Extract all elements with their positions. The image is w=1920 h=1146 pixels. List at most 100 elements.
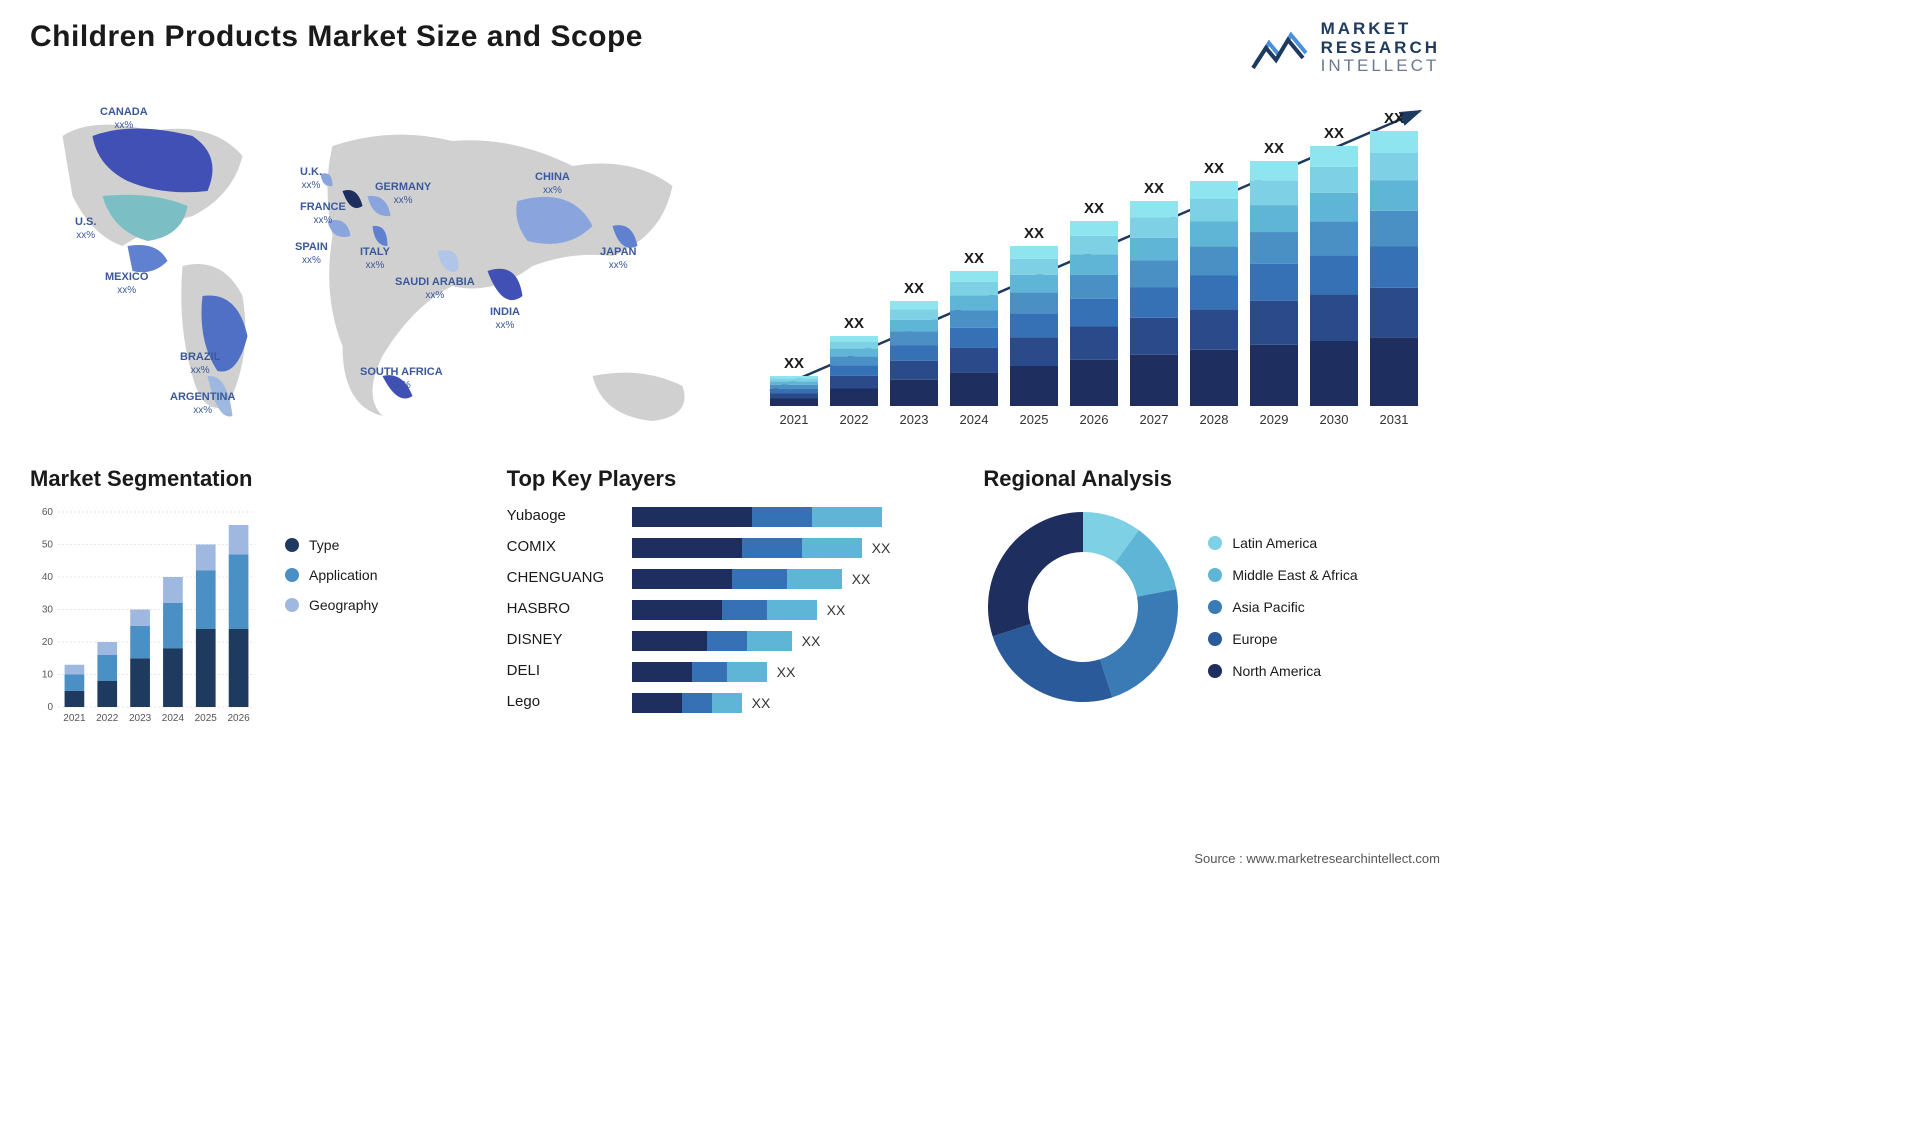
svg-text:2024: 2024 — [162, 713, 185, 724]
svg-text:XX: XX — [784, 355, 804, 372]
player-bar-row: XX — [632, 662, 891, 682]
map-label: INDIAxx% — [490, 306, 520, 332]
player-name: DISNEY — [507, 631, 617, 651]
svg-text:0: 0 — [47, 702, 53, 713]
segmentation-panel: Market Segmentation 0 10 20 30 40 50 60 2021 202… — [30, 466, 487, 727]
map-label: SPAINxx% — [295, 241, 328, 267]
bottom-row: Market Segmentation 0 10 20 30 40 50 60 2021 202… — [30, 466, 1440, 727]
players-panel: Top Key Players Yubaoge COMIX CHENGUANG HAS… — [507, 466, 964, 727]
player-value: XX — [777, 664, 796, 680]
player-name: DELI — [507, 662, 617, 682]
svg-text:2030: 2030 — [1320, 412, 1349, 427]
map-label: FRANCExx% — [300, 201, 346, 227]
player-name: CHENGUANG — [507, 569, 617, 589]
svg-text:2024: 2024 — [960, 412, 989, 427]
svg-text:2023: 2023 — [129, 713, 152, 724]
regional-title: Regional Analysis — [983, 466, 1440, 492]
growth-bar-chart: XX 2021 XX 2022 XX 2023 XX 2024 XX 2025 XX 2026 XX 20… — [755, 96, 1440, 436]
map-label: SAUDI ARABIAxx% — [395, 276, 475, 302]
player-value: XX — [802, 633, 821, 649]
top-row: CANADAxx% U.S.xx% MEXICOxx% BRAZILxx% ARGENT… — [30, 96, 1440, 436]
player-bars: XXXXXXXXXXXX — [632, 507, 891, 713]
svg-text:30: 30 — [42, 605, 54, 616]
logo: MARKET RESEARCH INTELLECT — [1251, 20, 1440, 76]
player-value: XX — [872, 540, 891, 556]
legend-item: Type — [285, 537, 378, 553]
svg-text:10: 10 — [42, 670, 54, 681]
logo-text: MARKET RESEARCH INTELLECT — [1321, 20, 1440, 76]
source-text: Source : www.marketresearchintellect.com — [1194, 851, 1440, 866]
legend-item: North America — [1208, 663, 1357, 679]
svg-text:XX: XX — [1264, 140, 1284, 157]
legend-item: Geography — [285, 597, 378, 613]
player-value: XX — [827, 602, 846, 618]
player-name: HASBRO — [507, 600, 617, 620]
growth-chart-svg: XX 2021 XX 2022 XX 2023 XX 2024 XX 2025 XX 2026 XX 20… — [755, 96, 1435, 436]
player-bar-row: XX — [632, 631, 891, 651]
player-bar-row: XX — [632, 569, 891, 589]
regional-legend: Latin America Middle East & Africa Asia Pa… — [1208, 535, 1357, 679]
player-name: COMIX — [507, 538, 617, 558]
map-label: SOUTH AFRICAxx% — [360, 366, 443, 392]
player-names: Yubaoge COMIX CHENGUANG HASBRO DISNEY DELI Leg… — [507, 507, 617, 713]
map-label: BRAZILxx% — [180, 351, 220, 377]
player-name: Yubaoge — [507, 507, 617, 527]
legend-item: Middle East & Africa — [1208, 567, 1357, 583]
svg-text:2025: 2025 — [1020, 412, 1049, 427]
svg-text:50: 50 — [42, 540, 54, 551]
svg-text:2027: 2027 — [1140, 412, 1169, 427]
svg-text:2028: 2028 — [1200, 412, 1229, 427]
player-name: Lego — [507, 693, 617, 713]
players-title: Top Key Players — [507, 466, 964, 492]
svg-text:2026: 2026 — [1080, 412, 1109, 427]
player-bar-row: XX — [632, 693, 891, 713]
svg-text:XX: XX — [964, 250, 984, 267]
svg-text:2026: 2026 — [227, 713, 250, 724]
map-label: CANADAxx% — [100, 106, 148, 132]
svg-text:2021: 2021 — [780, 412, 809, 427]
segmentation-legend: Type Application Geography — [285, 507, 378, 727]
map-label: GERMANYxx% — [375, 181, 431, 207]
svg-text:XX: XX — [1024, 225, 1044, 242]
map-label: U.K.xx% — [300, 166, 322, 192]
legend-item: Latin America — [1208, 535, 1357, 551]
player-bar-row: XX — [632, 600, 891, 620]
svg-text:2022: 2022 — [96, 713, 119, 724]
map-label: ITALYxx% — [360, 246, 390, 272]
player-value: XX — [852, 571, 871, 587]
svg-text:20: 20 — [42, 637, 54, 648]
regional-donut — [983, 507, 1183, 707]
regional-panel: Regional Analysis Latin America Middle Ea… — [983, 466, 1440, 727]
svg-text:2022: 2022 — [840, 412, 869, 427]
logo-icon — [1251, 23, 1311, 73]
svg-text:40: 40 — [42, 572, 54, 583]
segmentation-chart: 0 10 20 30 40 50 60 2021 2022 2023 2024 2025 2026 — [30, 507, 260, 727]
segmentation-title: Market Segmentation — [30, 466, 487, 492]
page-title: Children Products Market Size and Scope — [30, 20, 643, 54]
svg-text:XX: XX — [1084, 200, 1104, 217]
svg-text:2021: 2021 — [63, 713, 86, 724]
svg-text:XX: XX — [844, 315, 864, 332]
svg-text:60: 60 — [42, 507, 54, 518]
svg-text:XX: XX — [1384, 110, 1404, 127]
svg-text:XX: XX — [1204, 160, 1224, 177]
player-value: XX — [752, 695, 771, 711]
svg-text:XX: XX — [1144, 180, 1164, 197]
svg-text:2029: 2029 — [1260, 412, 1289, 427]
svg-text:2023: 2023 — [900, 412, 929, 427]
map-label: CHINAxx% — [535, 171, 570, 197]
map-label: ARGENTINAxx% — [170, 391, 235, 417]
svg-text:2025: 2025 — [195, 713, 218, 724]
player-bar-row — [632, 507, 891, 527]
svg-text:2031: 2031 — [1380, 412, 1409, 427]
legend-item: Asia Pacific — [1208, 599, 1357, 615]
world-map: CANADAxx% U.S.xx% MEXICOxx% BRAZILxx% ARGENT… — [30, 96, 715, 436]
map-label: MEXICOxx% — [105, 271, 148, 297]
player-bar-row: XX — [632, 538, 891, 558]
svg-text:XX: XX — [904, 280, 924, 297]
map-label: JAPANxx% — [600, 246, 636, 272]
legend-item: Application — [285, 567, 378, 583]
header: Children Products Market Size and Scope … — [30, 20, 1440, 76]
map-label: U.S.xx% — [75, 216, 96, 242]
svg-text:XX: XX — [1324, 125, 1344, 142]
